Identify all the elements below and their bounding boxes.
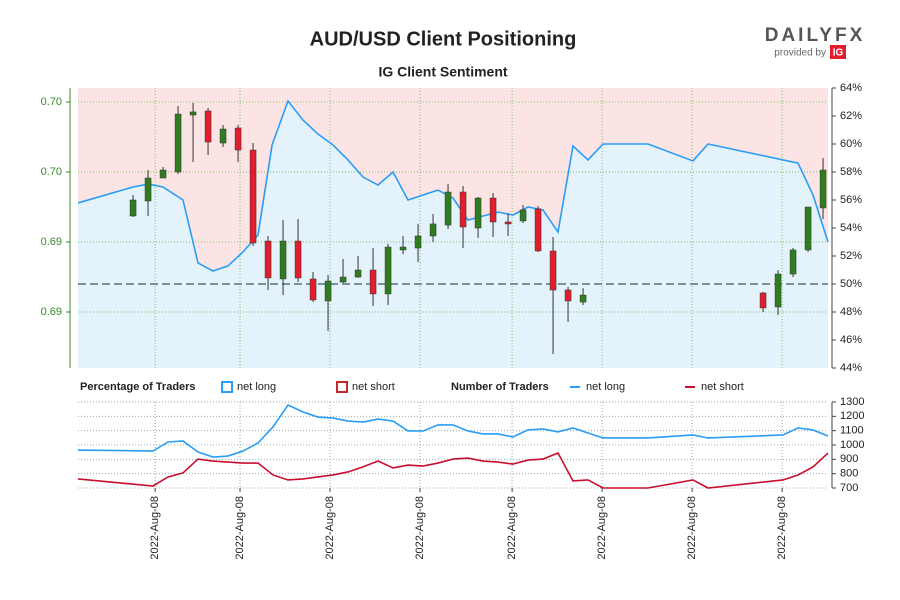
candle-body [234, 127, 242, 151]
x-tick-label: 2022-Aug-08 [596, 496, 608, 560]
candle-body [309, 278, 317, 301]
candle-body [534, 208, 542, 252]
candle-body [144, 177, 152, 202]
candle-body [279, 240, 287, 280]
x-tick-label: 2022-Aug-08 [234, 496, 246, 560]
sentiment-area [78, 101, 828, 369]
y-tick-label: 700 [840, 482, 858, 494]
y-tick-label: 0.69 [41, 306, 62, 318]
candle-body [549, 250, 557, 291]
legend-swatch [221, 381, 233, 393]
legend-label: net long [586, 381, 625, 393]
candle-body [804, 206, 812, 251]
candle-body [249, 149, 257, 244]
candle-body [189, 111, 197, 116]
candle-body [159, 169, 167, 179]
candle-body [219, 128, 227, 144]
candle-body [369, 269, 377, 295]
x-tick-label: 2022-Aug-08 [686, 496, 698, 560]
y-tick-label: 0.70 [41, 96, 62, 108]
y-tick-label: 0.69 [41, 236, 62, 248]
y2-tick-label: 62% [840, 110, 862, 122]
x-tick-label: 2022-Aug-08 [506, 496, 518, 560]
y2-tick-label: 64% [840, 82, 862, 94]
y-tick-label: 0.70 [41, 166, 62, 178]
candle-body [789, 249, 797, 275]
candle-body [564, 289, 572, 302]
candle-body [759, 292, 767, 309]
candle-body [504, 221, 512, 225]
candle-body [579, 294, 587, 303]
legend-label: net short [352, 381, 395, 393]
x-tick-label: 2022-Aug-08 [149, 496, 161, 560]
candle-body [429, 223, 437, 237]
y-tick-label: 800 [840, 468, 858, 480]
y-tick-label: 900 [840, 453, 858, 465]
candle-body [264, 240, 272, 279]
chart-title: AUD/USD Client Positioning [310, 28, 577, 50]
logo-ig-box [830, 45, 846, 59]
x-tick-label: 2022-Aug-08 [324, 496, 336, 560]
y2-tick-label: 48% [840, 306, 862, 318]
series-line [77, 403, 829, 458]
logo-ig: IG [833, 48, 844, 59]
logo-provided: provided by [774, 48, 826, 59]
series-line [77, 452, 829, 489]
legend-label: net long [237, 381, 276, 393]
y-tick-label: 1200 [840, 410, 864, 422]
candle-body [444, 191, 452, 226]
candle-body [129, 199, 137, 217]
candle-body [399, 246, 407, 251]
candle-body [519, 209, 527, 222]
y-tick-label: 1000 [840, 439, 864, 451]
y2-tick-label: 54% [840, 222, 862, 234]
candle-body [354, 269, 362, 278]
candle-body [294, 240, 302, 279]
logo-brand: DAILYFX [765, 25, 866, 46]
y2-tick-label: 60% [840, 138, 862, 150]
y2-tick-label: 50% [840, 278, 862, 290]
legend-title: Number of Traders [451, 381, 549, 393]
candle-body [204, 110, 212, 143]
x-tick-label: 2022-Aug-08 [776, 496, 788, 560]
candle-body [774, 273, 782, 308]
candle-body [384, 246, 392, 295]
candle-body [414, 235, 422, 249]
legend-swatch [336, 381, 348, 393]
legend-label: net short [701, 381, 744, 393]
y2-tick-label: 44% [840, 362, 862, 374]
candle-body [489, 197, 497, 223]
candle-body [819, 169, 827, 209]
y-tick-label: 1100 [840, 425, 864, 437]
candle-body [174, 113, 182, 173]
x-tick-label: 2022-Aug-08 [414, 496, 426, 560]
y-tick-label: 1300 [840, 396, 864, 408]
candle-body [459, 191, 467, 228]
y2-tick-label: 52% [840, 250, 862, 262]
candle-body [324, 280, 332, 302]
y2-tick-label: 58% [840, 166, 862, 178]
candle-body [339, 276, 347, 283]
y2-tick-label: 56% [840, 194, 862, 206]
sentiment-line [77, 99, 829, 272]
legend-title: Percentage of Traders [80, 381, 196, 393]
chart-subtitle: IG Client Sentiment [378, 64, 507, 80]
candle-body [474, 197, 482, 229]
y2-tick-label: 46% [840, 334, 862, 346]
